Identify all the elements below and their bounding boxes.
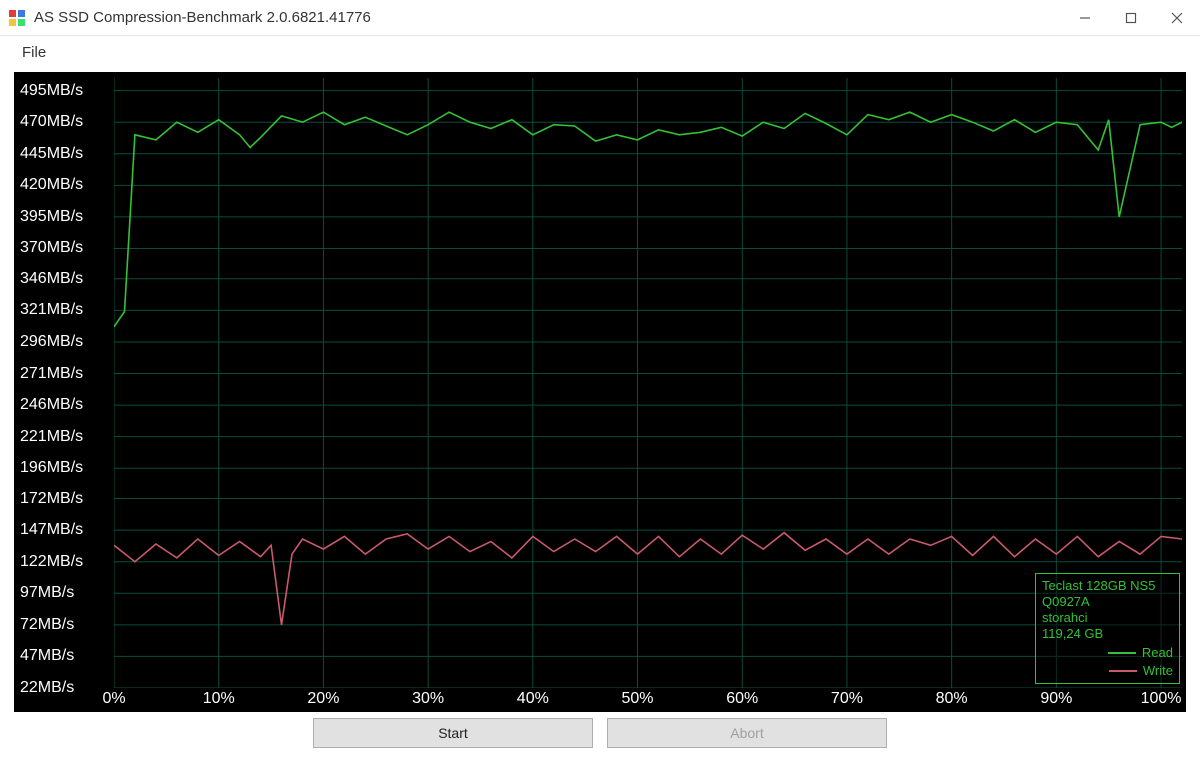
y-axis-labels: 495MB/s 470MB/s 445MB/s 420MB/s 395MB/s 370MB…	[14, 72, 114, 692]
titlebar: AS SSD Compression-Benchmark 2.0.6821.41…	[0, 0, 1200, 36]
y-tick-label: 470MB/s	[20, 113, 83, 131]
x-tick-label: 100%	[1141, 690, 1182, 708]
x-tick-label: 60%	[726, 690, 758, 708]
x-tick-label: 50%	[622, 690, 654, 708]
y-tick-label: 395MB/s	[20, 208, 83, 226]
y-tick-label: 420MB/s	[20, 176, 83, 194]
legend-label: Write	[1143, 663, 1173, 679]
y-tick-label: 72MB/s	[20, 616, 74, 634]
x-tick-label: 40%	[517, 690, 549, 708]
legend-entry-write: Write	[1042, 663, 1173, 679]
x-tick-label: 10%	[203, 690, 235, 708]
start-button[interactable]: Start	[313, 718, 593, 748]
window-controls	[1062, 0, 1200, 36]
legend-info-line: Q0927A	[1042, 594, 1173, 610]
y-tick-label: 346MB/s	[20, 270, 83, 288]
menu-file[interactable]: File	[14, 40, 54, 65]
y-tick-label: 445MB/s	[20, 145, 83, 163]
x-tick-label: 70%	[831, 690, 863, 708]
legend-label: Read	[1142, 645, 1173, 661]
legend-info-line: 119,24 GB	[1042, 626, 1173, 642]
legend-info-line: storahci	[1042, 610, 1173, 626]
y-tick-label: 495MB/s	[20, 82, 83, 100]
x-tick-label: 90%	[1040, 690, 1072, 708]
x-tick-label: 0%	[102, 690, 125, 708]
x-tick-label: 20%	[307, 690, 339, 708]
y-tick-label: 246MB/s	[20, 396, 83, 414]
x-axis-labels: 0%10%20%30%40%50%60%70%80%90%100%	[114, 690, 1182, 712]
y-tick-label: 321MB/s	[20, 301, 83, 319]
y-tick-label: 296MB/s	[20, 333, 83, 351]
maximize-button[interactable]	[1108, 0, 1154, 36]
window-title: AS SSD Compression-Benchmark 2.0.6821.41…	[34, 9, 1062, 26]
minimize-button[interactable]	[1062, 0, 1108, 36]
abort-button[interactable]: Abort	[607, 718, 887, 748]
y-tick-label: 47MB/s	[20, 647, 74, 665]
x-tick-label: 80%	[936, 690, 968, 708]
menubar: File	[0, 36, 1200, 68]
y-tick-label: 122MB/s	[20, 553, 83, 571]
y-tick-label: 370MB/s	[20, 239, 83, 257]
chart-plot	[114, 78, 1182, 688]
benchmark-chart: 495MB/s 470MB/s 445MB/s 420MB/s 395MB/s 370MB…	[14, 72, 1186, 712]
y-tick-label: 22MB/s	[20, 679, 74, 697]
app-icon	[8, 9, 26, 27]
bottom-bar: Start Abort	[0, 716, 1200, 756]
legend-entry-read: Read	[1042, 645, 1173, 661]
chart-legend: Teclast 128GB NS5Q0927Astorahci119,24 GB…	[1035, 573, 1180, 685]
y-tick-label: 221MB/s	[20, 428, 83, 446]
y-tick-label: 97MB/s	[20, 584, 74, 602]
y-tick-label: 271MB/s	[20, 365, 83, 383]
y-tick-label: 147MB/s	[20, 521, 83, 539]
close-button[interactable]	[1154, 0, 1200, 36]
legend-swatch	[1109, 670, 1137, 672]
y-tick-label: 196MB/s	[20, 459, 83, 477]
legend-swatch	[1108, 652, 1136, 654]
y-tick-label: 172MB/s	[20, 490, 83, 508]
x-tick-label: 30%	[412, 690, 444, 708]
legend-info-line: Teclast 128GB NS5	[1042, 578, 1173, 594]
